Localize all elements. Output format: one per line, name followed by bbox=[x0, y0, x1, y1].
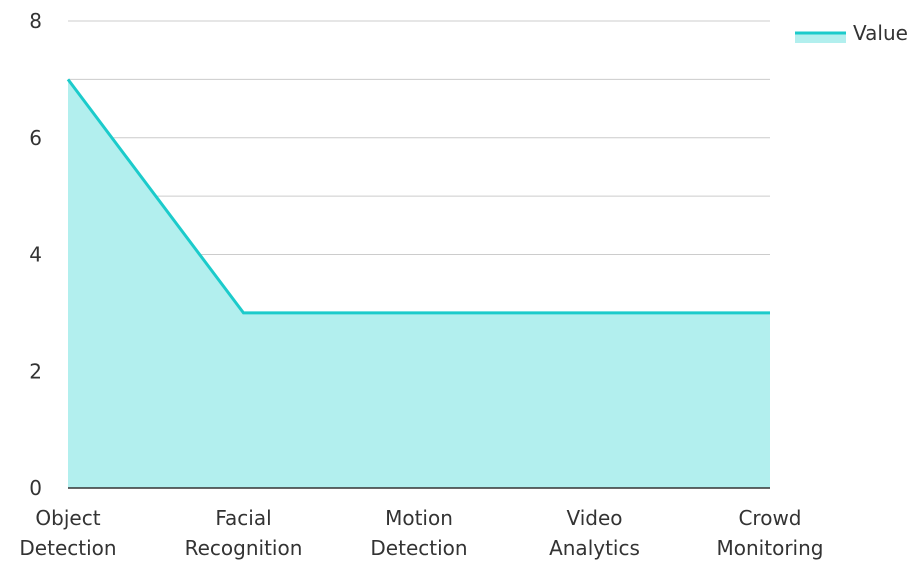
y-tick-label: 6 bbox=[29, 126, 42, 150]
series-area-value bbox=[68, 79, 770, 488]
y-tick-label: 0 bbox=[29, 476, 42, 500]
x-tick-label: Crowd Monitoring bbox=[717, 506, 824, 560]
x-tick-label: Object Detection bbox=[19, 506, 116, 560]
y-tick-label: 2 bbox=[29, 359, 42, 383]
x-axis-ticks: Object Detection Facial Recognition Motion De… bbox=[19, 506, 823, 560]
legend-swatch bbox=[795, 33, 846, 43]
legend: Value bbox=[795, 21, 908, 45]
y-axis-ticks: 0 2 4 6 8 bbox=[29, 9, 42, 500]
y-tick-label: 4 bbox=[29, 243, 42, 267]
series-line-value bbox=[66, 78, 770, 315]
legend-label: Value bbox=[853, 21, 908, 45]
x-tick-label: Video Analytics bbox=[549, 506, 640, 560]
x-tick-label: Motion Detection bbox=[370, 506, 467, 560]
x-tick-label: Facial Recognition bbox=[185, 506, 303, 560]
y-tick-label: 8 bbox=[29, 9, 42, 33]
